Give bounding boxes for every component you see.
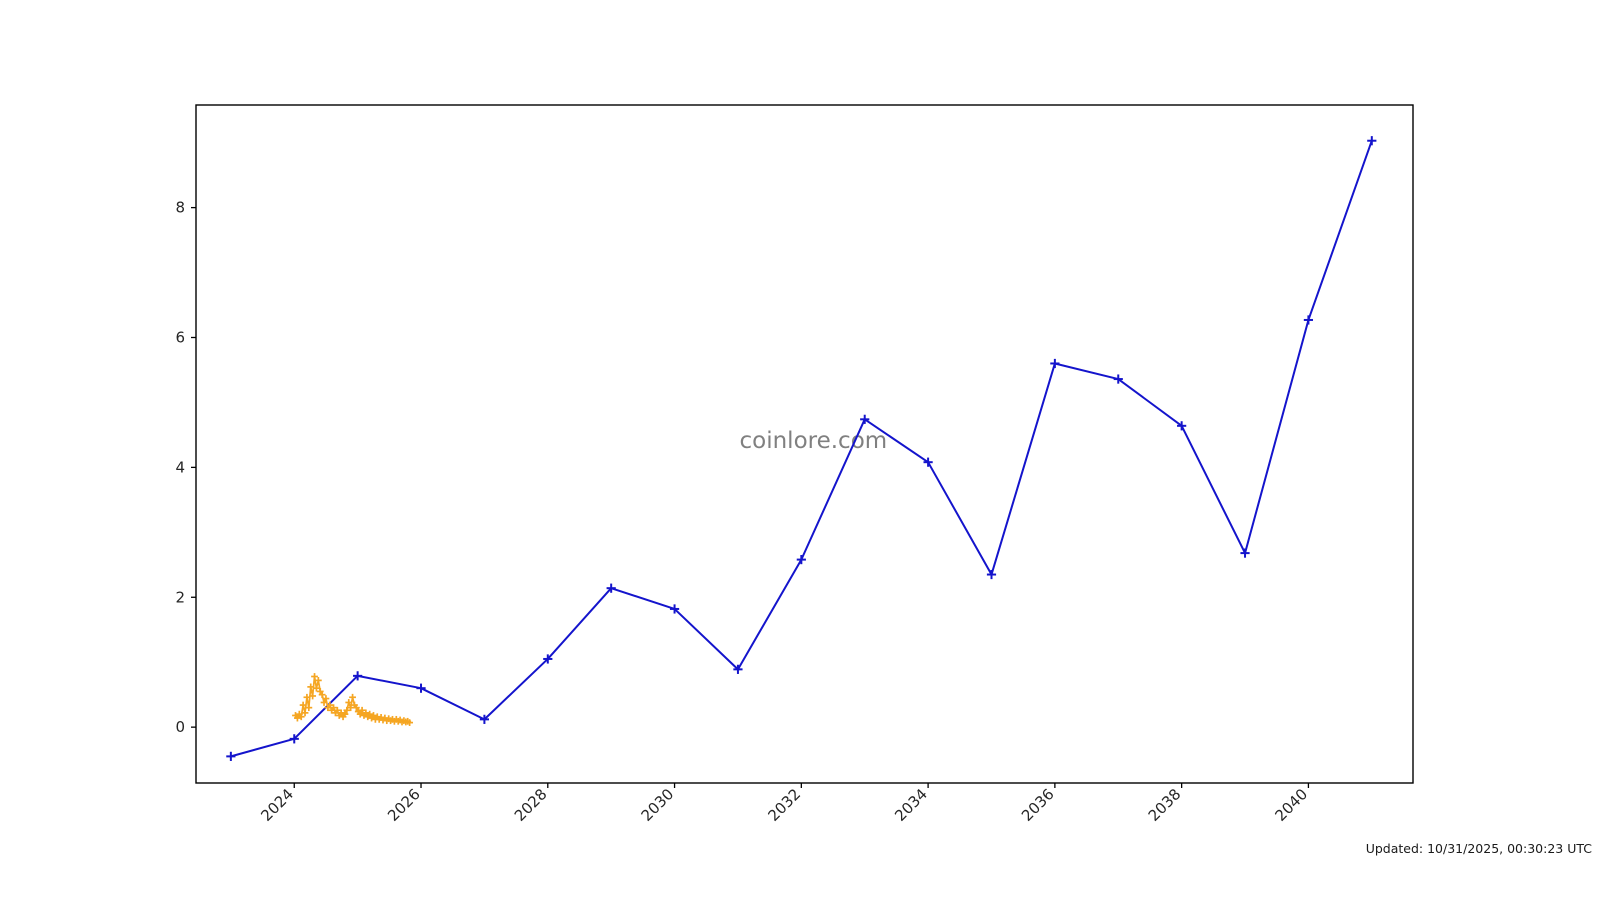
x-tick-label: 2032 xyxy=(764,785,804,825)
x-axis-ticks: 2024 2026 2028 2030 2032 2034 2036 2038 2040 xyxy=(257,783,1311,825)
x-tick-label: 2030 xyxy=(638,785,678,825)
x-tick-label: 2038 xyxy=(1145,785,1185,825)
data-series-layer xyxy=(226,136,1377,761)
x-tick-label: 2026 xyxy=(384,785,424,825)
y-tick-label: 8 xyxy=(175,199,185,217)
y-tick-label: 6 xyxy=(175,328,185,346)
updated-timestamp: Updated: 10/31/2025, 00:30:23 UTC xyxy=(1365,841,1592,856)
watermark-label: coinlore.com xyxy=(740,428,888,454)
y-axis-ticks: 0 2 4 6 8 xyxy=(175,199,196,736)
plot-frame xyxy=(195,104,1414,784)
x-tick-label: 2036 xyxy=(1018,785,1058,825)
x-tick-label: 2040 xyxy=(1272,785,1312,825)
y-tick-label: 0 xyxy=(175,718,185,736)
series-markers-historical xyxy=(292,673,414,727)
series-markers-forecast xyxy=(226,136,1377,761)
y-tick-label: 4 xyxy=(175,458,185,476)
x-tick-label: 2024 xyxy=(257,785,297,825)
x-tick-label: 2034 xyxy=(891,785,931,825)
y-tick-label: 2 xyxy=(175,588,185,606)
x-tick-label: 2028 xyxy=(511,785,551,825)
